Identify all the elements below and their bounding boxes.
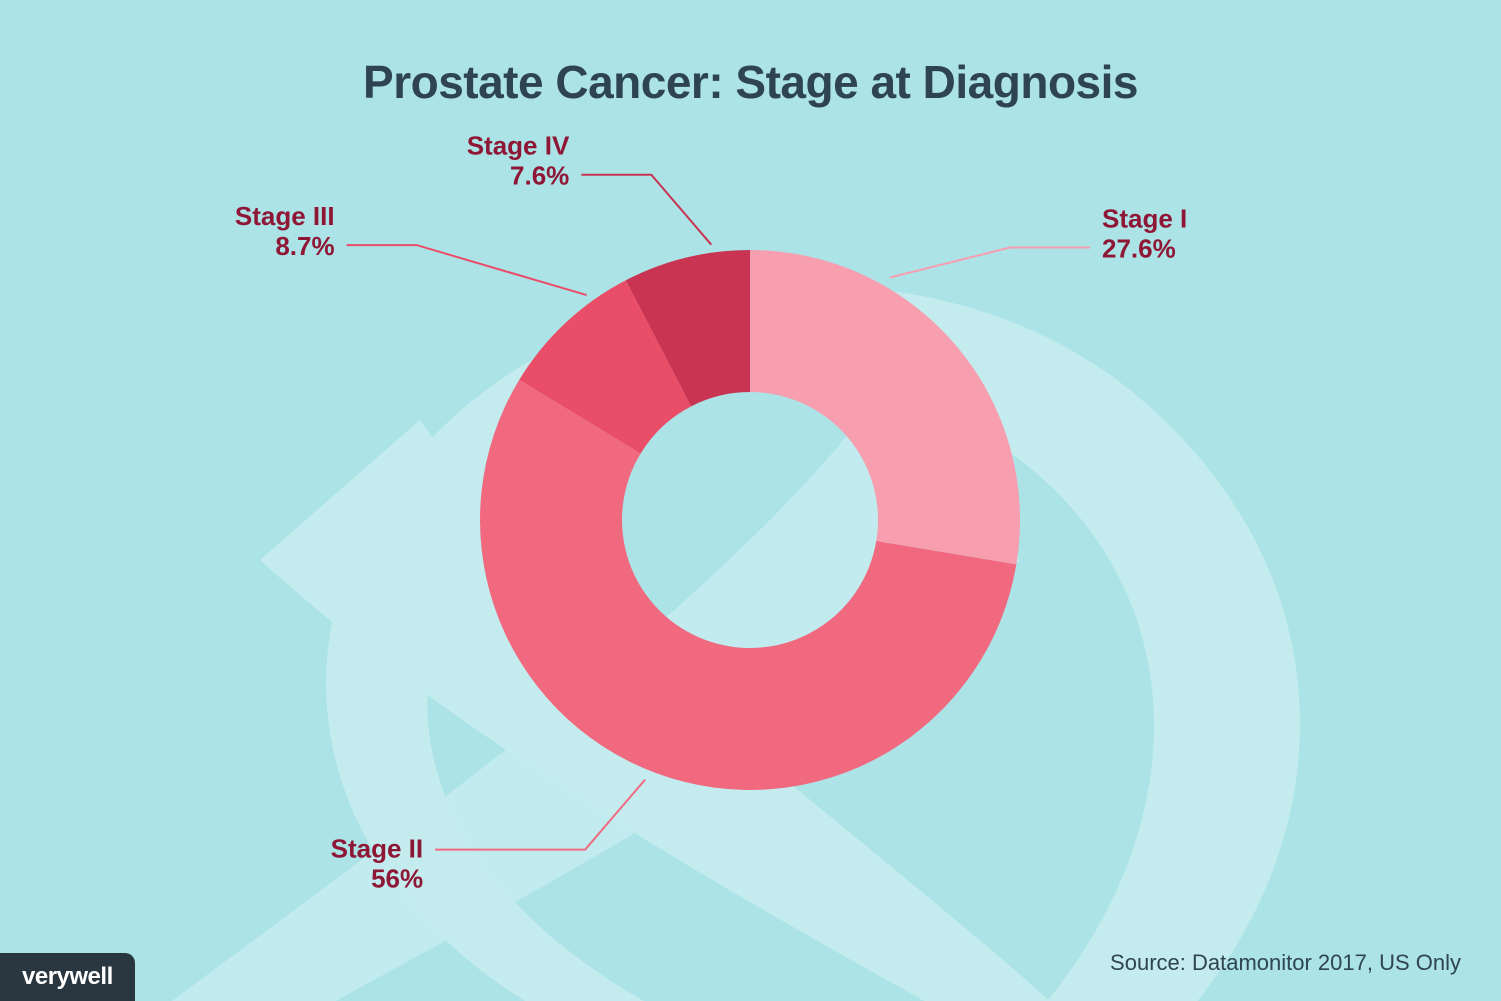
slice-label: Stage II56% (331, 834, 423, 894)
donut-slices (480, 250, 1020, 790)
slice-label: Stage I27.6% (1102, 204, 1187, 264)
leader-line (435, 780, 645, 850)
brand-logo: verywell (0, 953, 135, 1001)
donut-chart: Stage I27.6% Stage II56% Stage III8.7% Stag… (0, 0, 1501, 1001)
slice-label: Stage III8.7% (235, 201, 335, 261)
leader-line (890, 248, 1090, 278)
leader-line (581, 175, 711, 245)
slice-stage-i (750, 250, 1020, 564)
leader-line (347, 245, 587, 295)
source-attribution: Source: Datamonitor 2017, US Only (1110, 950, 1461, 976)
infographic-root: Prostate Cancer: Stage at Diagnosis Stag… (0, 0, 1501, 1001)
slice-label: Stage IV7.6% (467, 131, 570, 191)
